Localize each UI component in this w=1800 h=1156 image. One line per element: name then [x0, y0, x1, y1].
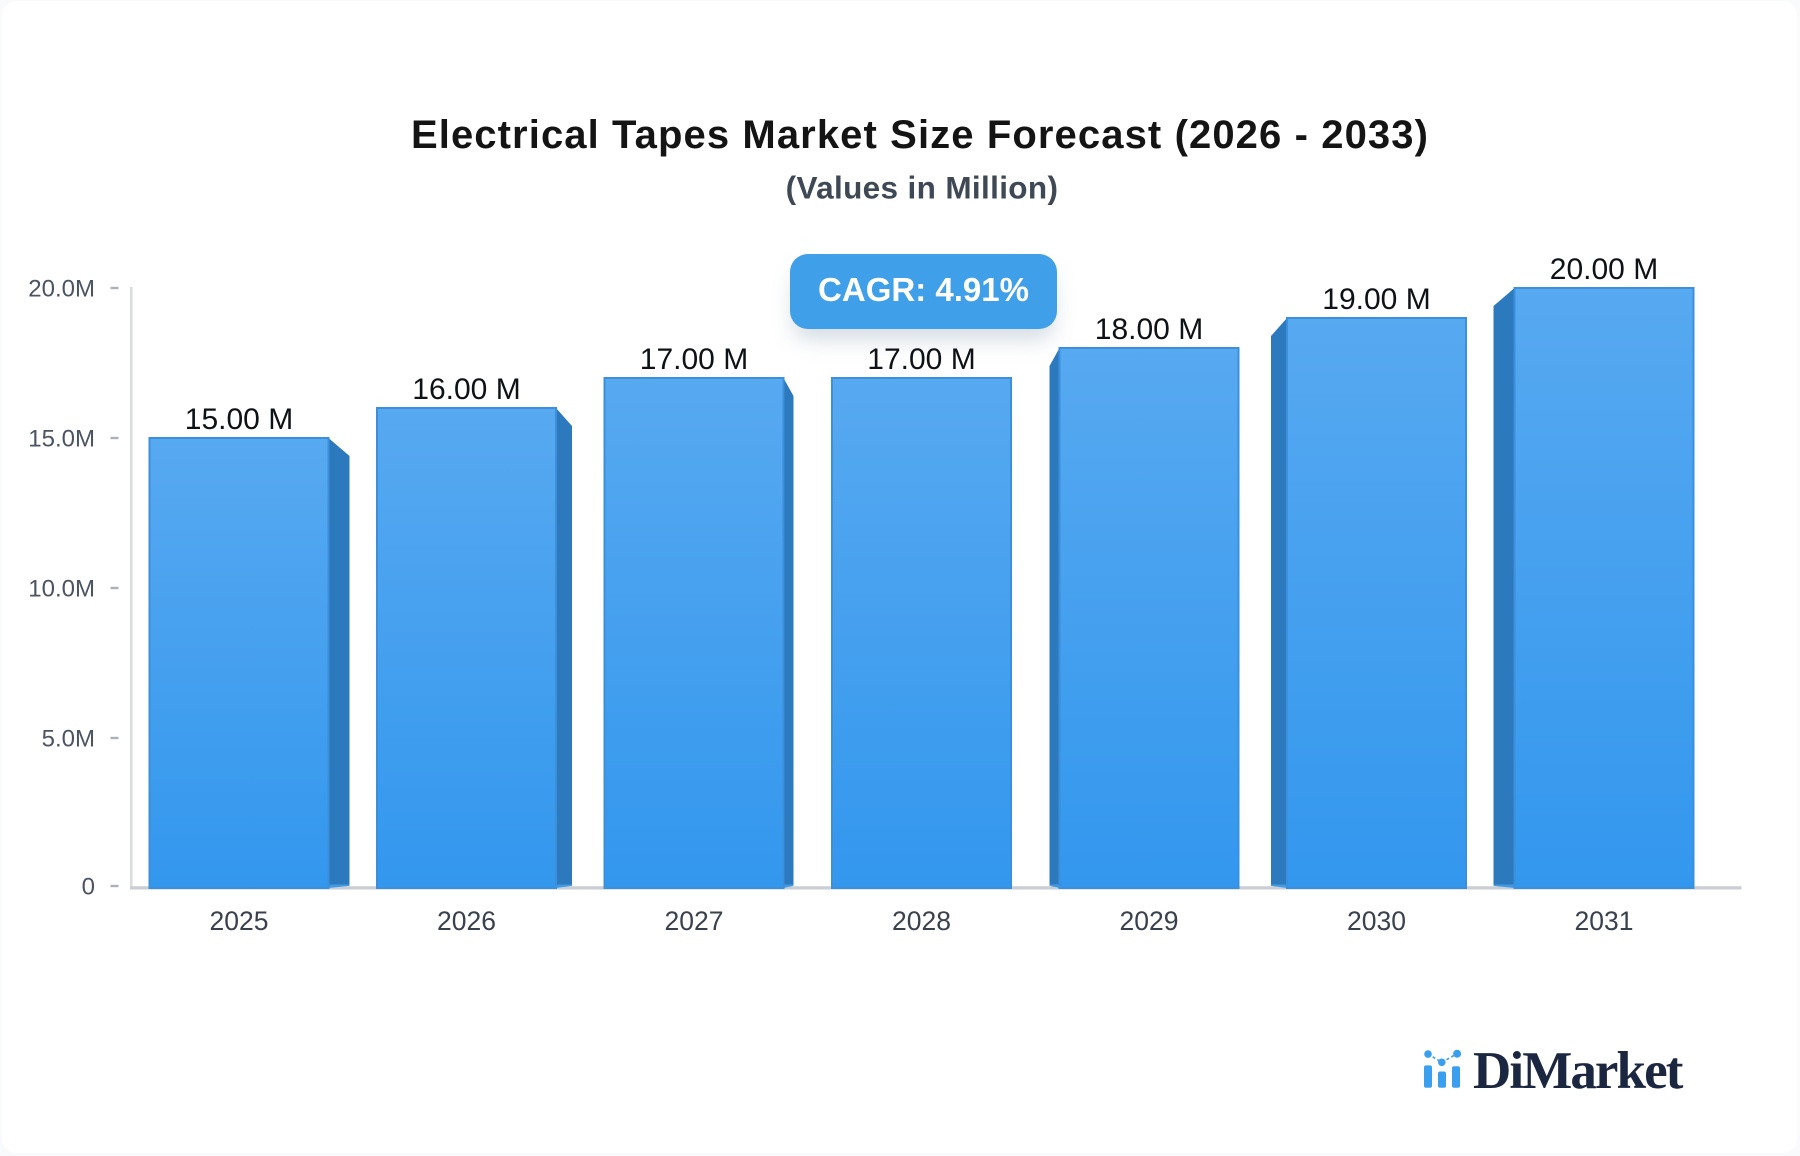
- svg-text:16.00 M: 16.00 M: [412, 373, 520, 406]
- svg-text:17.00 M: 17.00 M: [640, 343, 748, 376]
- svg-text:2030: 2030: [1347, 906, 1406, 936]
- svg-text:0: 0: [82, 874, 95, 901]
- svg-text:2027: 2027: [665, 906, 724, 936]
- svg-text:20.0M: 20.0M: [28, 276, 95, 303]
- svg-text:2026: 2026: [437, 906, 496, 936]
- svg-text:15.0M: 15.0M: [28, 426, 95, 453]
- svg-text:2028: 2028: [892, 906, 951, 936]
- svg-text:2031: 2031: [1575, 906, 1634, 936]
- svg-text:17.00 M: 17.00 M: [867, 343, 975, 376]
- svg-text:19.00 M: 19.00 M: [1322, 283, 1430, 316]
- svg-text:10.0M: 10.0M: [28, 576, 95, 603]
- svg-text:2025: 2025: [210, 906, 269, 936]
- svg-text:15.00 M: 15.00 M: [185, 403, 293, 436]
- svg-text:DiMarket: DiMarket: [1473, 1042, 1684, 1100]
- svg-text:20.00 M: 20.00 M: [1550, 253, 1658, 286]
- svg-text:18.00 M: 18.00 M: [1095, 313, 1203, 346]
- svg-text:5.0M: 5.0M: [42, 726, 95, 753]
- svg-text:(Values in Million): (Values in Million): [786, 170, 1059, 206]
- svg-text:Electrical Tapes Market Size F: Electrical Tapes Market Size Forecast (2…: [411, 113, 1429, 157]
- svg-text:2029: 2029: [1120, 906, 1179, 936]
